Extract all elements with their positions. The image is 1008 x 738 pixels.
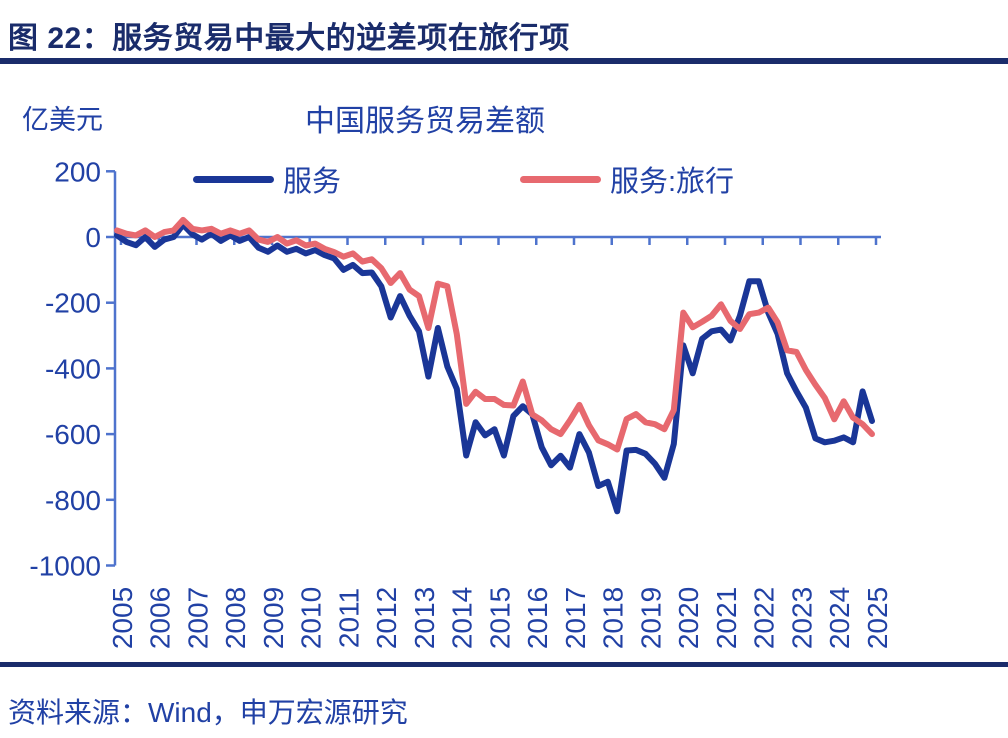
x-tick-label: 2011	[333, 588, 364, 648]
x-tick-label: 2025	[862, 587, 893, 649]
x-tick-label: 2021	[711, 587, 742, 649]
x-tick-label: 2012	[371, 587, 402, 649]
x-tick-label: 2005	[107, 587, 138, 649]
legend-label-services: 服务	[283, 166, 342, 198]
legend-swatch-travel	[520, 175, 601, 183]
figure-title: 图 22：服务贸易中最大的逆差项在旅行项	[8, 22, 570, 55]
x-tick-label: 2016	[522, 587, 553, 649]
legend-label-travel: 服务:旅行	[610, 166, 735, 198]
y-tick-label: -800	[45, 485, 101, 516]
legend-swatch-services	[193, 175, 274, 183]
x-tick-label: 2009	[258, 587, 289, 649]
x-tick-label: 2007	[182, 587, 213, 649]
legend-item-travel: 服务:旅行	[520, 158, 734, 200]
x-tick-label: 2013	[409, 587, 440, 649]
x-tick-label: 2022	[749, 587, 780, 649]
series-line-services	[114, 221, 875, 515]
y-tick-label: -200	[45, 288, 101, 319]
x-tick-label: 2024	[824, 587, 855, 649]
x-tick-label: 2017	[560, 587, 591, 649]
legend-item-services: 服务	[193, 158, 341, 200]
x-tick-label: 2023	[786, 587, 817, 649]
series-line-travel	[114, 216, 875, 453]
header-rule	[0, 58, 1008, 64]
bottom-rule	[0, 662, 1008, 667]
y-tick-label: 0	[85, 222, 101, 253]
y-tick-label: 200	[54, 156, 101, 187]
x-tick-label: 2006	[145, 587, 176, 649]
y-tick-label: -600	[45, 419, 101, 450]
x-tick-label: 2008	[220, 587, 251, 649]
source-text: 资料来源：Wind，申万宏源研究	[8, 697, 408, 728]
x-tick-label: 2018	[598, 587, 629, 649]
y-axis-unit-label: 亿美元	[22, 105, 103, 135]
y-tick-label: -1000	[29, 551, 101, 582]
x-tick-label: 2020	[673, 587, 704, 649]
y-tick-label: -400	[45, 353, 101, 384]
chart-title: 中国服务贸易差额	[305, 105, 545, 138]
x-tick-label: 2019	[635, 587, 666, 649]
x-tick-label: 2014	[447, 587, 478, 649]
x-tick-label: 2010	[296, 587, 327, 649]
x-tick-label: 2015	[484, 587, 515, 649]
